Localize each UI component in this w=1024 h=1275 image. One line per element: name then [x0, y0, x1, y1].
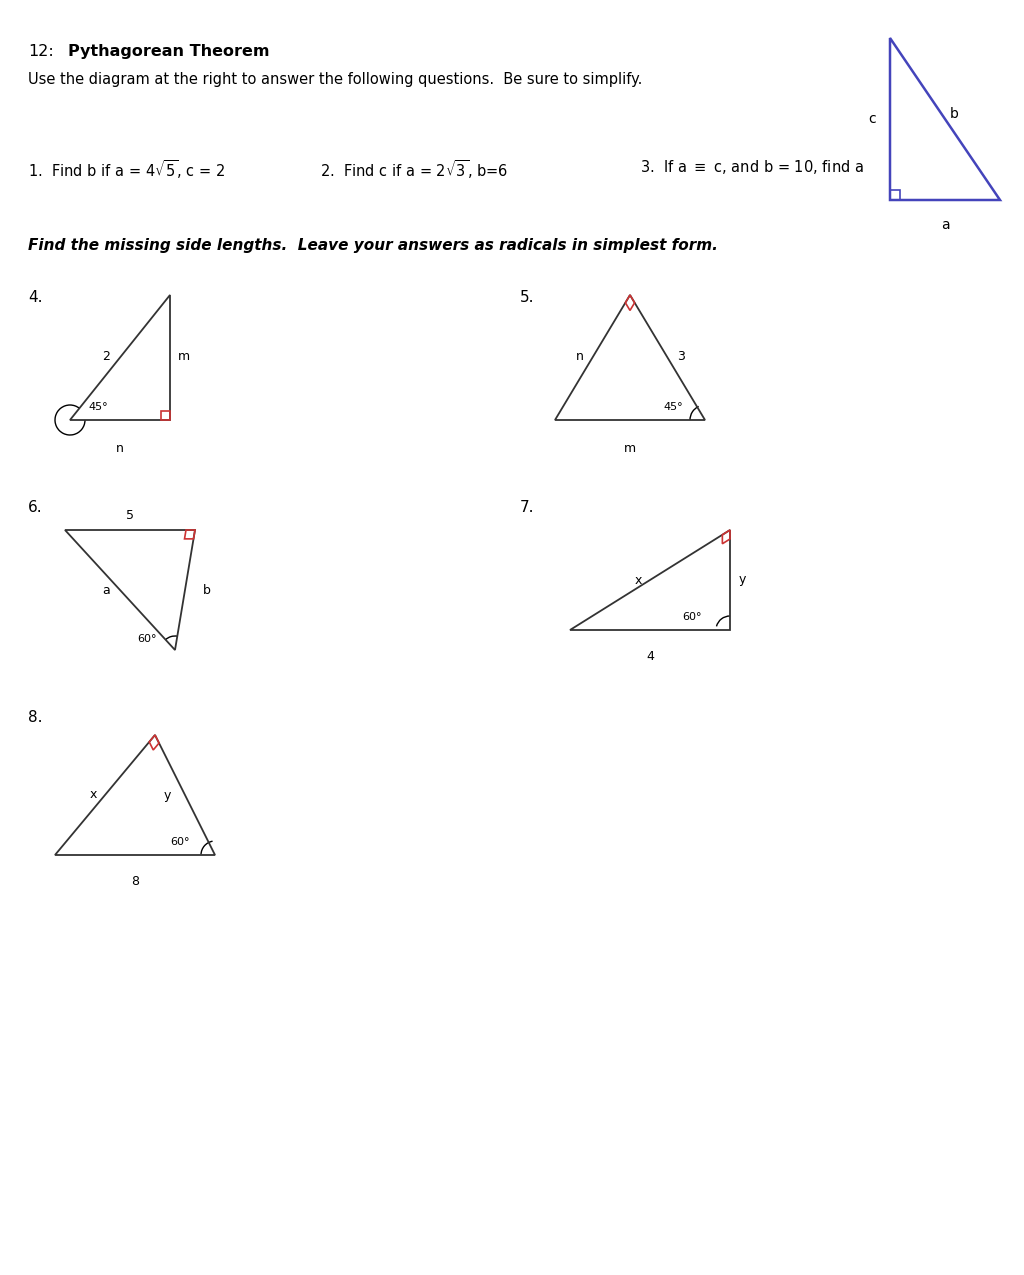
Text: y: y [164, 788, 171, 802]
Text: b: b [950, 107, 958, 121]
Text: 5.: 5. [520, 289, 535, 305]
Text: c: c [868, 112, 876, 126]
Text: 5: 5 [126, 509, 134, 521]
Text: 4: 4 [646, 650, 654, 663]
Text: a: a [102, 584, 110, 597]
Text: 45°: 45° [663, 402, 683, 412]
Text: 6.: 6. [28, 500, 43, 515]
Text: m: m [178, 351, 190, 363]
Text: n: n [116, 442, 124, 455]
Text: 4.: 4. [28, 289, 43, 305]
Text: n: n [577, 351, 584, 363]
Text: 8: 8 [131, 875, 139, 887]
Text: 60°: 60° [170, 836, 189, 847]
Text: 1.  Find b if a = $4\sqrt{5}$, c = 2: 1. Find b if a = $4\sqrt{5}$, c = 2 [28, 158, 225, 181]
Text: 8.: 8. [28, 710, 43, 725]
Text: b: b [203, 584, 211, 597]
Text: 3.  If a $\equiv$ c, and b = 10, find a: 3. If a $\equiv$ c, and b = 10, find a [640, 158, 864, 176]
Text: Find the missing side lengths.  Leave your answers as radicals in simplest form.: Find the missing side lengths. Leave you… [28, 238, 718, 252]
Text: 7.: 7. [520, 500, 535, 515]
Text: 60°: 60° [137, 634, 157, 644]
Text: 2.  Find c if a = $2\sqrt{3}$, b=6: 2. Find c if a = $2\sqrt{3}$, b=6 [319, 158, 508, 181]
Text: a: a [941, 218, 949, 232]
Text: x: x [90, 788, 97, 802]
Text: 3: 3 [677, 351, 685, 363]
Text: 2: 2 [102, 351, 110, 363]
Text: m: m [624, 442, 636, 455]
Text: 60°: 60° [682, 612, 701, 622]
Text: Use the diagram at the right to answer the following questions.  Be sure to simp: Use the diagram at the right to answer t… [28, 71, 642, 87]
Text: x: x [635, 574, 642, 586]
Text: 12:: 12: [28, 45, 53, 59]
Text: Pythagorean Theorem: Pythagorean Theorem [68, 45, 269, 59]
Text: y: y [739, 574, 746, 586]
Text: 45°: 45° [88, 402, 108, 412]
